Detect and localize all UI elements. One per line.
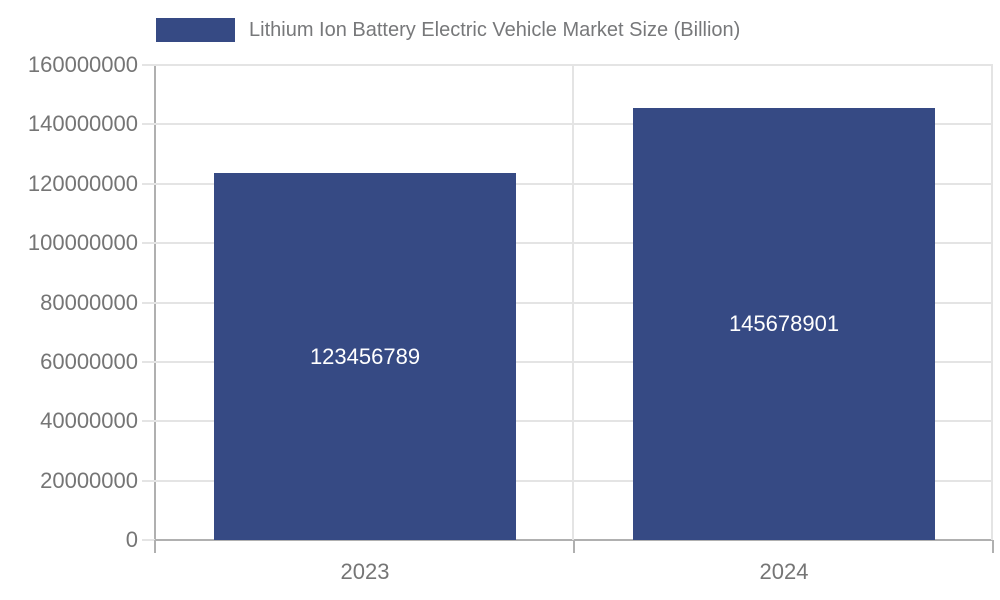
y-tick-label: 80000000 bbox=[40, 290, 138, 315]
x-tick-label: 2023 bbox=[340, 559, 390, 584]
y-tick-label: 160000000 bbox=[27, 52, 138, 77]
y-tick-mark bbox=[142, 64, 155, 66]
bar-2023 bbox=[214, 173, 516, 540]
legend: Lithium Ion Battery Electric Vehicle Mar… bbox=[156, 18, 740, 42]
bar-value-label: 123456789 bbox=[309, 344, 421, 369]
x-tick-mark bbox=[573, 540, 575, 553]
y-tick-mark bbox=[142, 539, 155, 541]
chart-title: Lithium Ion Battery Electric Vehicle Mar… bbox=[249, 18, 741, 41]
gridline-y bbox=[155, 123, 993, 125]
y-tick-mark bbox=[142, 302, 155, 304]
gridline-x bbox=[572, 65, 574, 540]
gridline-y bbox=[155, 420, 993, 422]
gridline-y bbox=[155, 302, 993, 304]
gridline-x bbox=[991, 65, 993, 540]
y-tick-mark bbox=[142, 361, 155, 363]
y-tick-label: 120000000 bbox=[27, 171, 138, 196]
y-tick-mark bbox=[142, 242, 155, 244]
y-tick-mark bbox=[142, 480, 155, 482]
y-tick-label: 0 bbox=[125, 527, 138, 552]
legend-swatch bbox=[156, 18, 235, 42]
y-tick-label: 140000000 bbox=[27, 111, 138, 136]
y-tick-mark bbox=[142, 420, 155, 422]
gridline-y bbox=[155, 242, 993, 244]
bar-value-label: 145678901 bbox=[728, 311, 840, 336]
y-tick-mark bbox=[142, 183, 155, 185]
y-tick-label: 60000000 bbox=[40, 349, 138, 374]
y-tick-label: 20000000 bbox=[40, 468, 138, 493]
bar-2024 bbox=[633, 108, 935, 540]
y-axis-line bbox=[154, 65, 156, 553]
x-tick-mark bbox=[154, 540, 156, 553]
y-tick-label: 40000000 bbox=[40, 408, 138, 433]
gridline-y bbox=[155, 361, 993, 363]
y-tick-label: 100000000 bbox=[27, 230, 138, 255]
gridline-y bbox=[155, 480, 993, 482]
x-tick-label: 2024 bbox=[759, 559, 809, 584]
gridline-y bbox=[155, 64, 993, 66]
x-tick-mark bbox=[992, 540, 994, 553]
y-tick-mark bbox=[142, 123, 155, 125]
gridline-y bbox=[155, 183, 993, 185]
